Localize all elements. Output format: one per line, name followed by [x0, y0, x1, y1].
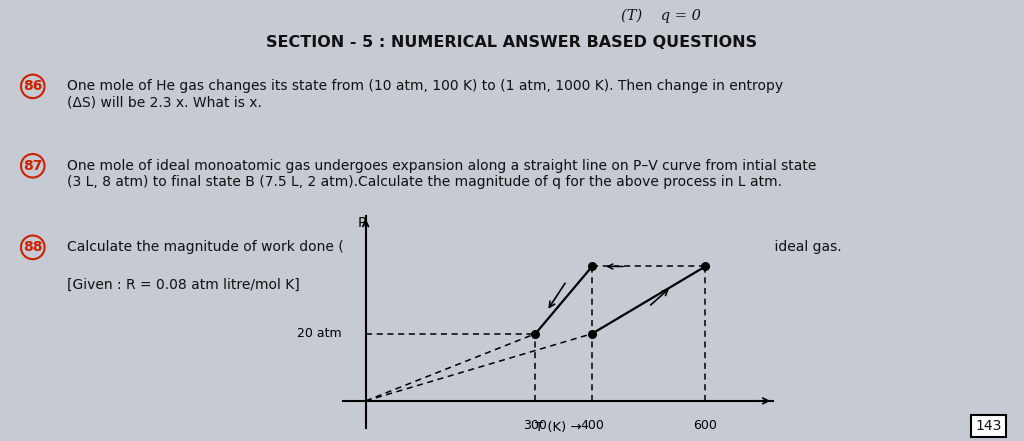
Text: T (K) →: T (K) →	[535, 421, 582, 434]
Text: P: P	[358, 216, 367, 230]
Text: 86: 86	[24, 79, 42, 93]
Text: SECTION - 5 : NUMERICAL ANSWER BASED QUESTIONS: SECTION - 5 : NUMERICAL ANSWER BASED QUE…	[266, 35, 758, 50]
Text: One mole of ideal monoatomic gas undergoes expansion along a straight line on P–: One mole of ideal monoatomic gas undergo…	[67, 159, 816, 189]
Text: Calculate the magnitude of work done (in atm litre) for the given cyclic process: Calculate the magnitude of work done (in…	[67, 240, 841, 254]
Text: (T)    q = 0: (T) q = 0	[621, 9, 700, 23]
Text: 400: 400	[581, 419, 604, 432]
Text: 87: 87	[24, 159, 42, 173]
Text: 600: 600	[693, 419, 717, 432]
Text: 300: 300	[523, 419, 548, 432]
Text: One mole of He gas changes its state from (10 atm, 100 K) to (1 atm, 1000 K). Th: One mole of He gas changes its state fro…	[67, 79, 782, 109]
Text: [Given : R = 0.08 atm litre/mol K]: [Given : R = 0.08 atm litre/mol K]	[67, 278, 299, 292]
Text: 143: 143	[975, 419, 1001, 433]
Text: 20 atm: 20 atm	[297, 327, 342, 340]
Text: 88: 88	[23, 240, 43, 254]
